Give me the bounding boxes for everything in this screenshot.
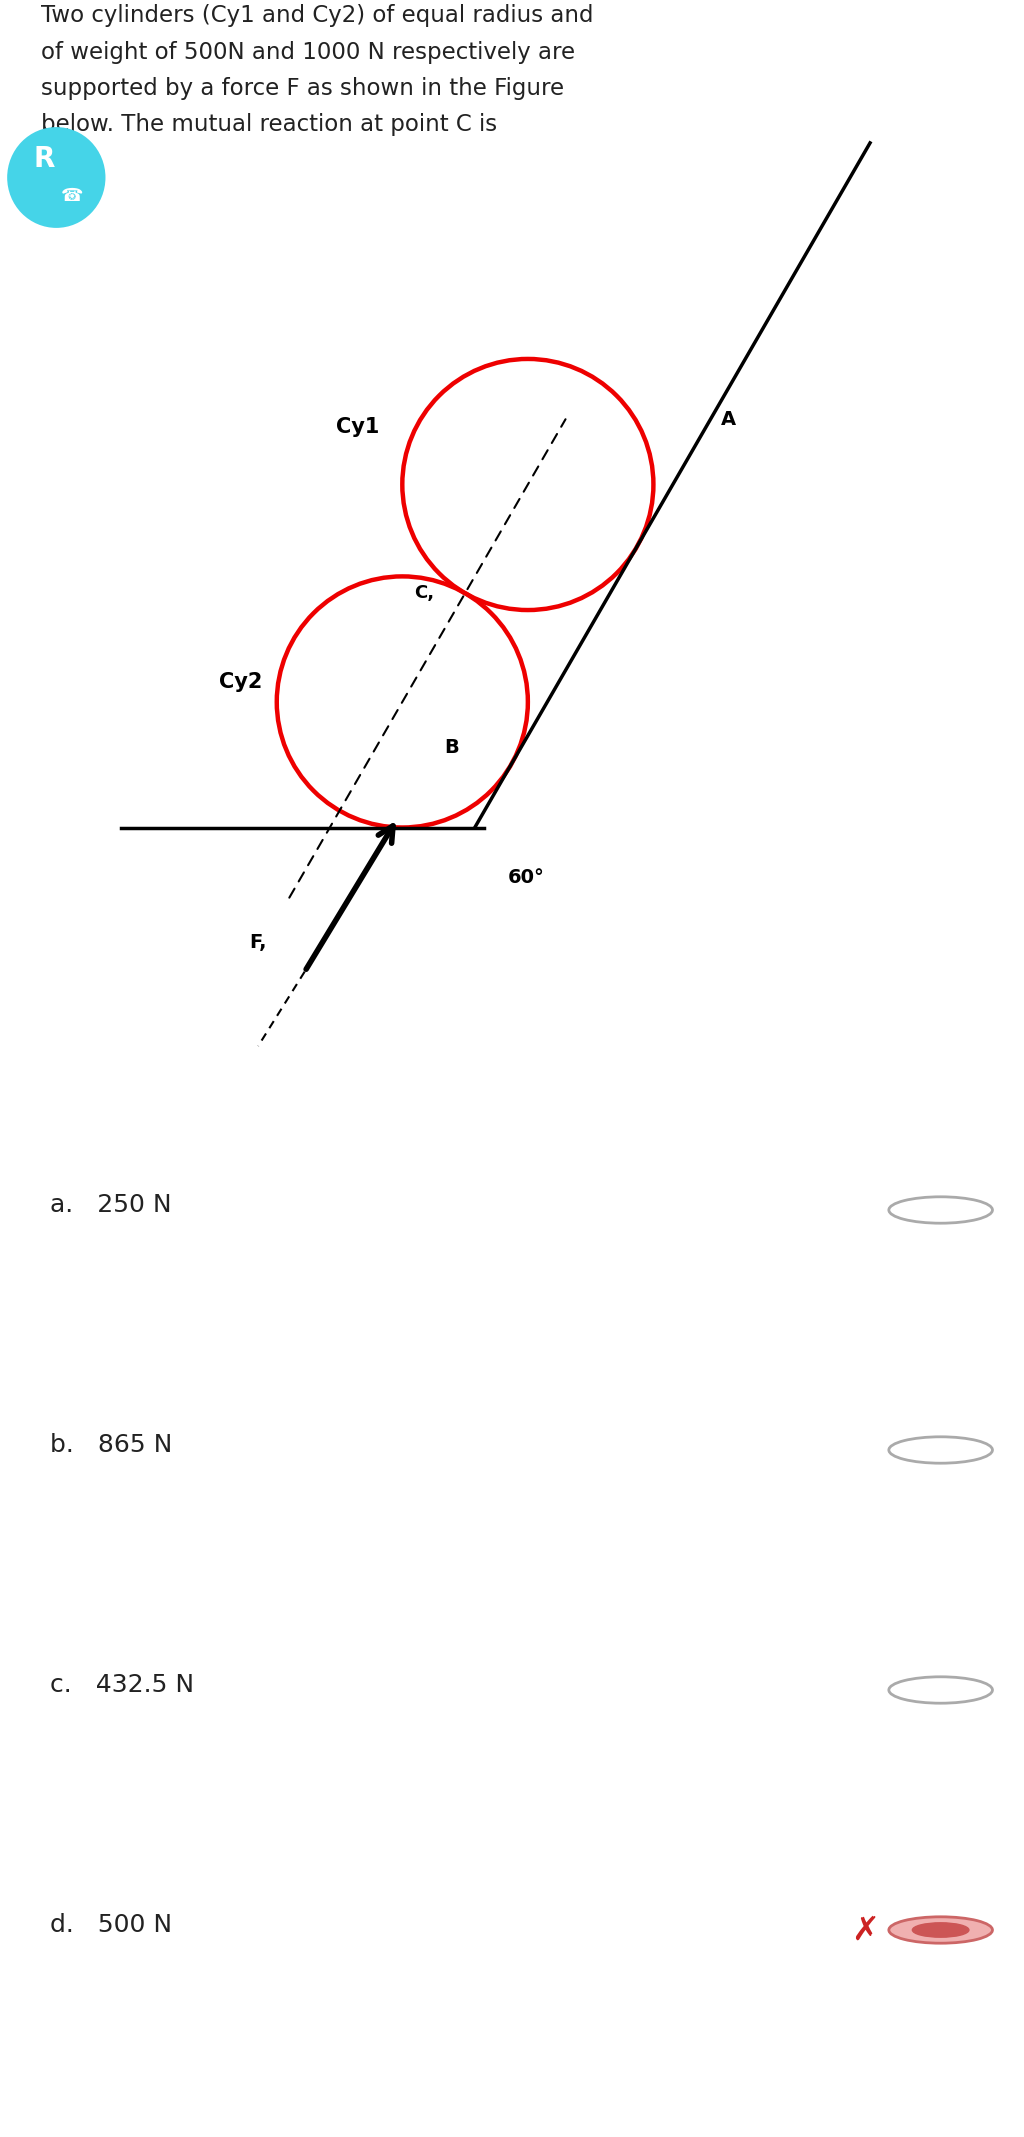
Text: F,: F,: [249, 934, 266, 953]
Text: Two cylinders (Cy1 and Cy2) of equal radius and: Two cylinders (Cy1 and Cy2) of equal rad…: [41, 4, 594, 28]
Text: ✗: ✗: [851, 1913, 880, 1947]
Text: a.   250 N: a. 250 N: [50, 1192, 172, 1218]
Text: C,: C,: [414, 583, 434, 603]
Circle shape: [7, 126, 105, 229]
Circle shape: [912, 1923, 969, 1938]
Text: c.   432.5 N: c. 432.5 N: [50, 1673, 195, 1697]
Text: B: B: [444, 737, 459, 756]
Text: A: A: [721, 410, 736, 430]
Text: b.   865 N: b. 865 N: [50, 1434, 173, 1457]
Text: supported by a force F as shown in the Figure: supported by a force F as shown in the F…: [41, 77, 564, 100]
Text: d.   500 N: d. 500 N: [50, 1913, 172, 1938]
Text: below. The mutual reaction at point C is: below. The mutual reaction at point C is: [41, 113, 497, 137]
Text: of weight of 500N and 1000 N respectively are: of weight of 500N and 1000 N respectivel…: [41, 41, 575, 64]
Circle shape: [889, 1917, 992, 1943]
Text: R: R: [34, 145, 54, 173]
Text: Cy1: Cy1: [336, 417, 379, 438]
Text: 60°: 60°: [507, 868, 544, 887]
Text: ☎: ☎: [60, 188, 83, 205]
Text: Cy2: Cy2: [219, 671, 263, 692]
